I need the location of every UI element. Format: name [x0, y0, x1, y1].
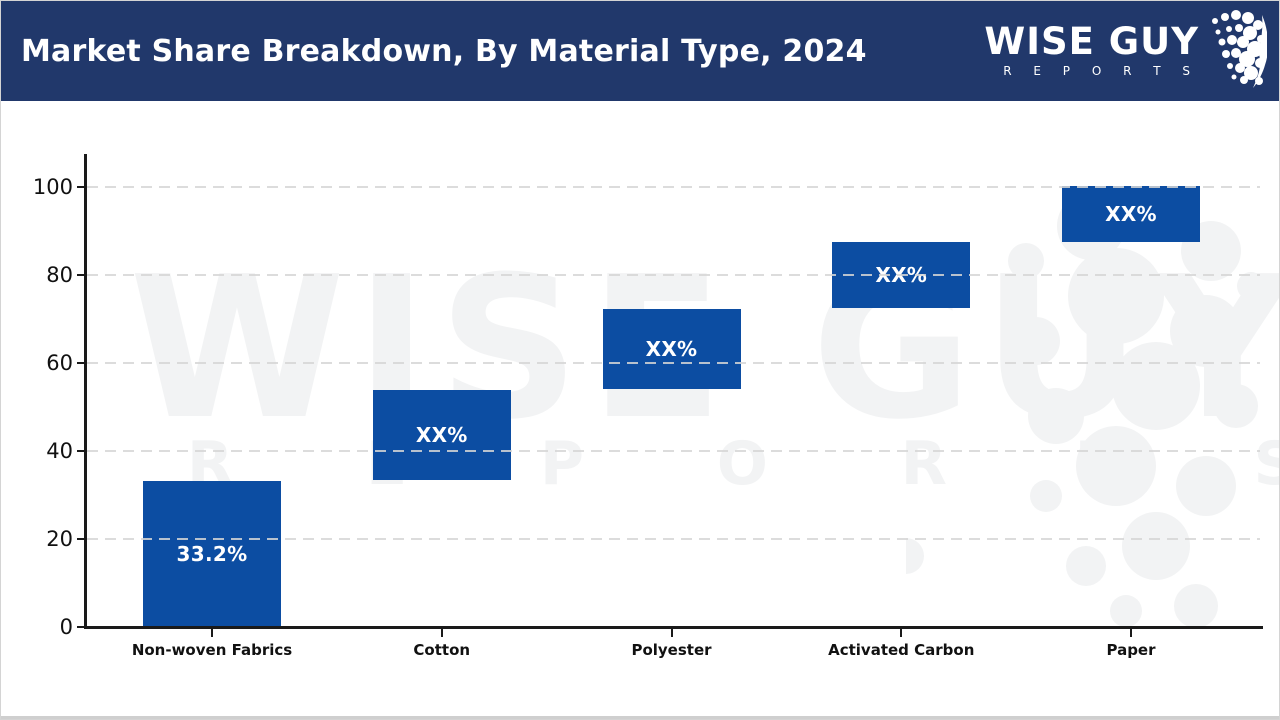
- gridline-100: [87, 186, 1260, 188]
- bar-polyester[interactable]: XX%: [602, 308, 741, 390]
- brand-logo: WISE GUY R E P O R T S: [984, 9, 1267, 91]
- gridline-60: [87, 362, 1260, 364]
- brand-name: WISE GUY: [984, 20, 1199, 63]
- y-tick-mark: [77, 362, 86, 364]
- y-tick-label: 60: [46, 351, 73, 375]
- y-tick-mark: [77, 450, 86, 452]
- y-tick-label: 80: [46, 263, 73, 287]
- x-tick-mark: [440, 629, 443, 637]
- bar-value-label: 33.2%: [176, 541, 248, 566]
- x-category-label: Cotton: [413, 641, 471, 659]
- y-tick-mark: [77, 274, 86, 276]
- y-tick-label: 20: [46, 527, 73, 551]
- y-tick-label: 0: [59, 615, 73, 639]
- y-axis-line: [84, 154, 87, 629]
- bar-value-label: XX%: [645, 337, 698, 362]
- y-tick-label: 100: [32, 175, 73, 199]
- x-tick-mark: [900, 629, 903, 637]
- y-tick-mark: [77, 186, 86, 188]
- x-category-label: Polyester: [631, 641, 712, 659]
- x-tick-mark: [1130, 629, 1132, 637]
- x-category-label: Paper: [1106, 641, 1156, 659]
- x-category-label: Non-woven Fabrics: [131, 641, 293, 659]
- x-axis-line: [84, 626, 1263, 629]
- bar-cotton[interactable]: XX%: [372, 389, 511, 481]
- x-category-label: Activated Carbon: [828, 641, 975, 659]
- brand-face-icon: [1212, 10, 1267, 88]
- gridline-20: [87, 538, 1260, 540]
- gridline-40: [87, 450, 1260, 452]
- y-tick-mark: [77, 626, 86, 628]
- page-title: Market Share Breakdown, By Material Type…: [21, 33, 867, 69]
- gridline-80: [87, 274, 1260, 276]
- bar-value-label: XX%: [415, 423, 468, 448]
- header-bar: Market Share Breakdown, By Material Type…: [1, 1, 1279, 101]
- bar-non-woven-fabrics[interactable]: 33.2%: [143, 480, 281, 627]
- y-tick-mark: [77, 538, 86, 540]
- watermark-head-icon: [906, 189, 1265, 628]
- bar-value-label: XX%: [1105, 201, 1157, 226]
- bar-paper[interactable]: XX%: [1062, 186, 1200, 242]
- y-tick-label: 40: [46, 439, 73, 463]
- brand-subname: R E P O R T S: [1003, 64, 1199, 78]
- brand-logo-text: WISE GUY R E P O R T S: [984, 20, 1199, 79]
- x-tick-mark: [670, 629, 673, 637]
- x-tick-mark: [211, 629, 213, 637]
